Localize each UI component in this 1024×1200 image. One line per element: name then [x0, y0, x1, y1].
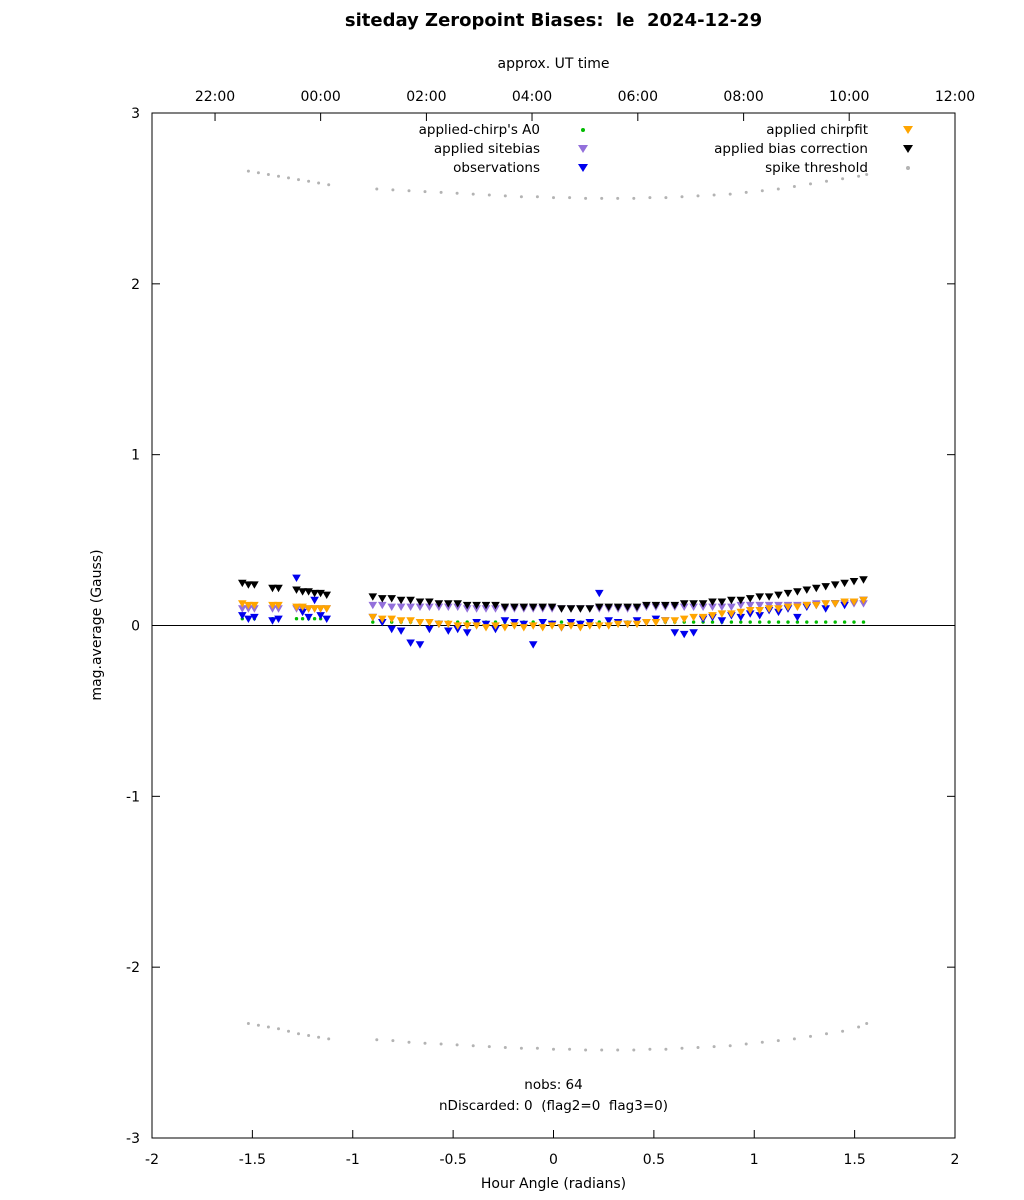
- x2-tick-label: 04:00: [512, 89, 552, 105]
- x2-tick-label: 06:00: [618, 89, 658, 105]
- legend-label: applied-chirp's A0: [418, 122, 540, 138]
- legend-label: applied sitebias: [433, 141, 540, 157]
- y-tick-label: 1: [131, 448, 140, 464]
- x-tick-label: 0: [549, 1152, 558, 1168]
- x2-tick-label: 22:00: [195, 89, 235, 105]
- y-tick-label: -1: [126, 789, 140, 805]
- y-tick-label: 3: [131, 106, 140, 122]
- x-tick-label: -1.5: [239, 1152, 266, 1168]
- x-tick-label: 1.5: [843, 1152, 865, 1168]
- triangle-down-marker-icon: [578, 145, 588, 153]
- legend-item-observations: observations: [100, 159, 590, 178]
- y-tick-label: -3: [126, 1131, 140, 1147]
- dot-marker-icon: [906, 166, 910, 170]
- x-tick-label: 1: [750, 1152, 759, 1168]
- legend-label: observations: [453, 160, 540, 176]
- legend-item-applied-sitebias: applied sitebias: [100, 140, 590, 159]
- nobs-annotation: nobs: 64: [524, 1077, 583, 1093]
- y-tick-label: 0: [131, 619, 140, 635]
- legend-marker-wrap: [576, 159, 590, 178]
- series-applied-chirpfit: [238, 596, 868, 632]
- x-tick-label: -2: [145, 1152, 159, 1168]
- x2-tick-label: 02:00: [406, 89, 446, 105]
- x2-tick-label: 00:00: [300, 89, 340, 105]
- legend-marker-wrap: [901, 140, 915, 159]
- legend-item-spike-threshold: spike threshold: [430, 159, 915, 178]
- dot-marker-icon: [581, 128, 585, 132]
- x2-tick-label: 08:00: [723, 89, 763, 105]
- y-tick-label: 2: [131, 277, 140, 293]
- y-tick-label: -2: [126, 960, 140, 976]
- x2-tick-label: 12:00: [935, 89, 975, 105]
- y-axis-label: mag.average (Gauss): [89, 549, 105, 701]
- top-axis-label: approx. UT time: [497, 56, 610, 72]
- x-axis-label: Hour Angle (radians): [480, 1176, 627, 1192]
- legend-item-applied-bias-correction: applied bias correction: [430, 140, 915, 159]
- legend-item-applied-chirpfit: applied chirpfit: [430, 121, 915, 140]
- triangle-down-marker-icon: [903, 126, 913, 134]
- triangle-down-marker-icon: [578, 164, 588, 172]
- legend-label: spike threshold: [765, 160, 868, 176]
- legend-marker-wrap: [576, 121, 590, 140]
- page-title: siteday Zeropoint Biases: le 2024-12-29: [344, 10, 763, 31]
- legend-marker-wrap: [576, 140, 590, 159]
- legend-item-applied-chirps-a0: applied-chirp's A0: [100, 121, 590, 140]
- legend-marker-wrap: [901, 159, 915, 178]
- series-applied-bias-correction: [238, 576, 868, 613]
- legend-label: applied chirpfit: [766, 122, 868, 138]
- x-tick-label: -1: [346, 1152, 360, 1168]
- x-tick-label: 0.5: [643, 1152, 665, 1168]
- x2-tick-label: 10:00: [829, 89, 869, 105]
- legend-marker-wrap: [901, 121, 915, 140]
- triangle-down-marker-icon: [903, 145, 913, 153]
- series-observations: [238, 574, 868, 649]
- series-spike-threshold: [246, 169, 869, 1052]
- x-tick-label: 2: [951, 1152, 960, 1168]
- ndiscarded-annotation: nDiscarded: 0 (flag2=0 flag3=0): [439, 1098, 668, 1114]
- legend-label: applied bias correction: [714, 141, 868, 157]
- x-tick-label: -0.5: [439, 1152, 466, 1168]
